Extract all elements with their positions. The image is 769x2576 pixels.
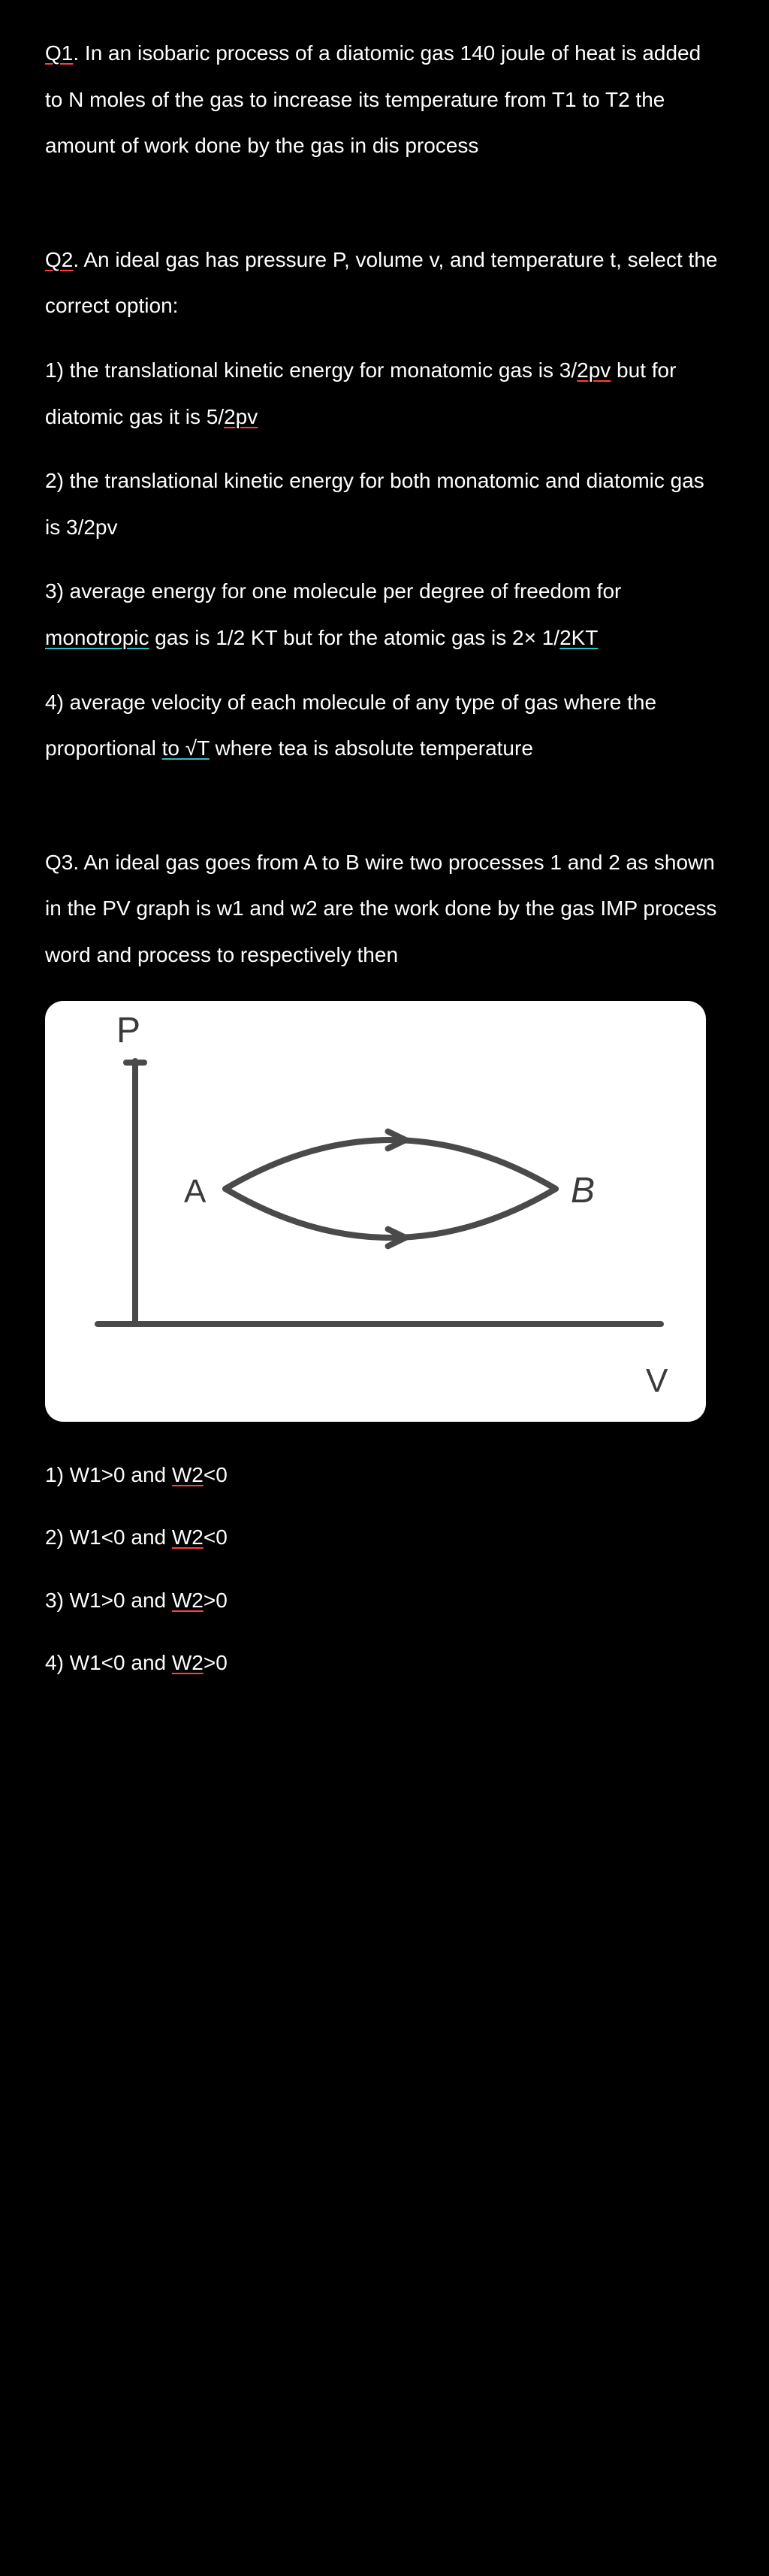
svg-text:B: B xyxy=(571,1171,595,1211)
q3-answer-4: 4) W1<0 and W2>0 xyxy=(45,1640,724,1686)
q2-opt3-a: 3) average energy for one molecule per d… xyxy=(45,579,621,603)
q2-option-3: 3) average energy for one molecule per d… xyxy=(45,568,724,661)
q3-ans3-b: W2 xyxy=(172,1589,204,1612)
q3-answer-1: 1) W1>0 and W2<0 xyxy=(45,1452,724,1498)
q3-intro-text: . An ideal gas goes from A to B wire two… xyxy=(45,851,716,966)
pv-diagram: P A B V xyxy=(45,1001,706,1422)
q2-label: Q2 xyxy=(45,248,73,271)
q3-answer-2: 2) W1<0 and W2<0 xyxy=(45,1514,724,1561)
q3-ans2-a: 2) W1<0 and xyxy=(45,1525,172,1549)
question-1: Q1. In an isobaric process of a diatomic… xyxy=(45,30,724,169)
q3-ans2-c: <0 xyxy=(204,1525,228,1549)
q2-opt1-d: 2pv xyxy=(224,405,258,428)
q3-ans2-b: W2 xyxy=(172,1525,204,1549)
q2-option-2: 2) the translational kinetic energy for … xyxy=(45,458,724,550)
q2-intro: Q2. An ideal gas has pressure P, volume … xyxy=(45,237,724,329)
q3-ans1-a: 1) W1>0 and xyxy=(45,1463,172,1486)
q1-label: Q1 xyxy=(45,41,73,65)
q1-body: . In an isobaric process of a diatomic g… xyxy=(45,41,701,157)
q3-answer-3: 3) W1>0 and W2>0 xyxy=(45,1577,724,1624)
q2-opt3-d: 2KT xyxy=(559,626,598,649)
q3-ans4-a: 4) W1<0 and xyxy=(45,1651,172,1674)
question-3: Q3. An ideal gas goes from A to B wire t… xyxy=(45,839,724,1686)
q3-ans1-b: W2 xyxy=(172,1463,204,1486)
q2-option-1: 1) the translational kinetic energy for … xyxy=(45,347,724,440)
svg-text:P: P xyxy=(116,1011,140,1051)
q2-opt4-c: where tea is absolute temperature xyxy=(210,736,533,760)
q1-text: Q1. In an isobaric process of a diatomic… xyxy=(45,30,724,169)
svg-text:A: A xyxy=(184,1173,207,1210)
q2-opt3-b: monotropic xyxy=(45,626,149,649)
q2-intro-text: . An ideal gas has pressure P, volume v,… xyxy=(45,248,717,318)
q2-opt4-b: to √T xyxy=(162,736,210,760)
q3-ans3-a: 3) W1>0 and xyxy=(45,1589,172,1612)
pv-diagram-svg: P A B V xyxy=(45,1001,706,1422)
question-2: Q2. An ideal gas has pressure P, volume … xyxy=(45,237,724,772)
svg-text:V: V xyxy=(646,1362,668,1399)
q2-opt3-c: gas is 1/2 KT but for the atomic gas is … xyxy=(149,626,560,649)
q3-ans3-c: >0 xyxy=(204,1589,228,1612)
q3-label: Q3 xyxy=(45,851,73,874)
q2-option-4: 4) average velocity of each molecule of … xyxy=(45,679,724,772)
q2-opt1-a: 1) the translational kinetic energy for … xyxy=(45,358,577,382)
q3-ans1-c: <0 xyxy=(204,1463,228,1486)
q2-opt1-b: 2pv xyxy=(577,358,611,382)
q3-ans4-b: W2 xyxy=(172,1651,204,1674)
q3-intro: Q3. An ideal gas goes from A to B wire t… xyxy=(45,839,724,978)
q3-ans4-c: >0 xyxy=(204,1651,228,1674)
